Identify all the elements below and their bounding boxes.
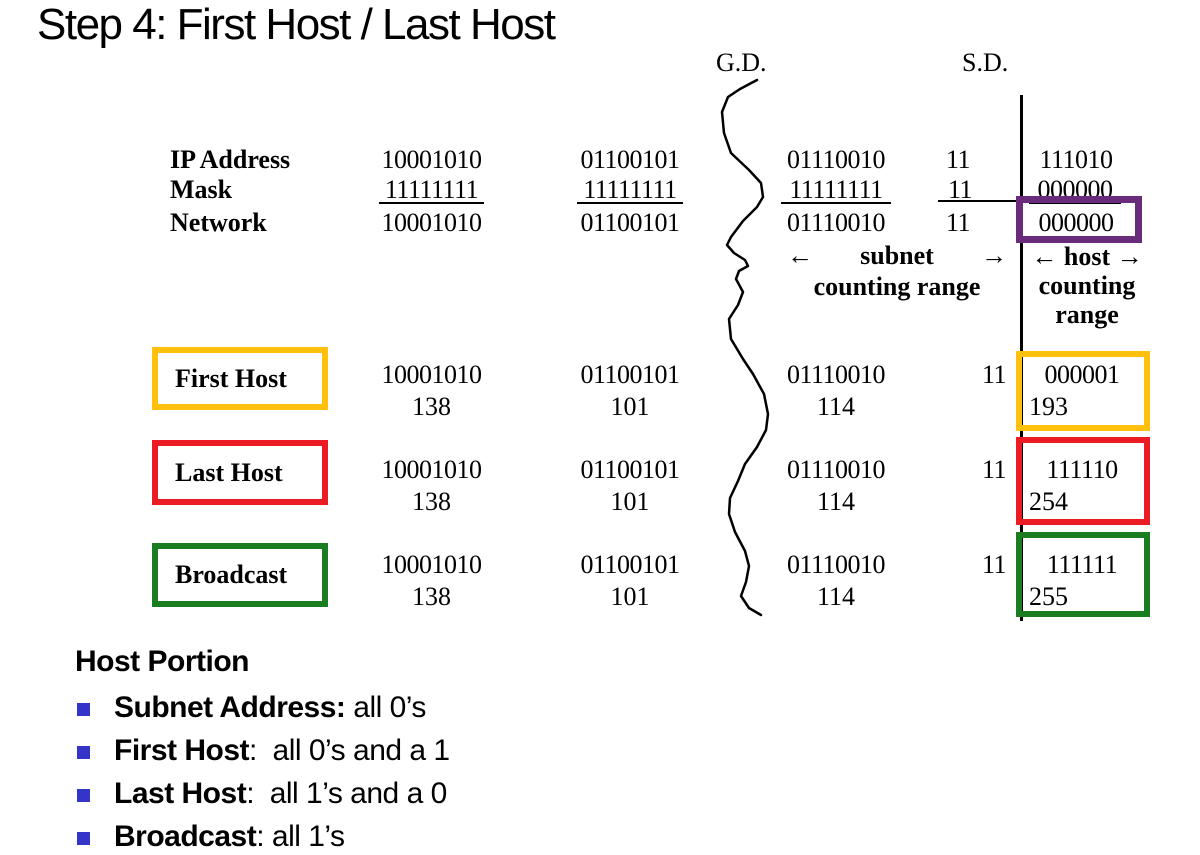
first-host-host-binary: 000001 xyxy=(1044,360,1121,389)
broadcast-host-highlight-box xyxy=(1016,532,1150,617)
network-octet3-binary: 01110010 xyxy=(786,208,886,237)
network-octet2-binary: 01100101 xyxy=(580,208,680,237)
bullet-square-icon xyxy=(77,832,90,845)
host-range-line2: counting xyxy=(1038,271,1136,300)
slide-title: Step 4: First Host / Last Host xyxy=(37,0,556,49)
host-portion-heading: Host Portion xyxy=(75,645,249,678)
first-host-label-box: First Host xyxy=(152,347,328,410)
first-host-desc: : all 0’s and a 1 xyxy=(249,734,450,767)
mask-octet1-binary: 11111111 xyxy=(379,176,484,204)
bullet-square-icon xyxy=(77,789,90,802)
last-host-octet2-decimal: 101 xyxy=(610,487,650,516)
broadcast-label: Broadcast xyxy=(175,560,288,589)
host-portion-section: Host Portion Subnet Address: all 0’s Fir… xyxy=(75,645,450,854)
host-range-arrows: ← host → xyxy=(1031,242,1143,271)
first-host-octet3-decimal: 114 xyxy=(816,392,856,421)
host-range-line3: range xyxy=(1055,300,1119,329)
ip-octet1-binary: 10001010 xyxy=(381,145,483,174)
subnet-address-desc: all 0’s xyxy=(345,691,426,724)
list-item-broadcast: Broadcast: all 1’s xyxy=(75,820,450,854)
network-host-highlight-box xyxy=(1016,196,1142,243)
broadcast-term: Broadcast xyxy=(114,820,257,853)
broadcast-label-box: Broadcast xyxy=(152,543,328,607)
last-host-desc: : all 1’s and a 0 xyxy=(246,777,447,810)
subnet-range-sublabel: counting range xyxy=(813,272,981,301)
mask-octet2-binary: 11111111 xyxy=(577,176,683,204)
sd-label: S.D. xyxy=(962,48,1009,77)
list-item-last-host: Last Host: all 1’s and a 0 xyxy=(75,777,450,811)
row-label-mask: Mask xyxy=(170,175,233,204)
broadcast-host-decimal: 255 xyxy=(1029,582,1068,611)
first-host-host-decimal: 193 xyxy=(1029,392,1068,421)
ip-host-bits: 111010 xyxy=(1039,145,1113,174)
first-host-octet3-binary: 01110010 xyxy=(786,360,886,389)
bullet-square-icon xyxy=(77,746,90,759)
subnet-range-label: subnet xyxy=(860,241,934,270)
first-host-octet1-binary: 10001010 xyxy=(381,360,483,389)
broadcast-octet1-decimal: 138 xyxy=(412,582,451,611)
broadcast-octet1-binary: 10001010 xyxy=(381,550,483,579)
first-host-term: First Host xyxy=(114,734,250,767)
last-host-term: Last Host xyxy=(114,777,247,810)
first-host-subnet-bits: 11 xyxy=(981,360,1007,389)
broadcast-octet3-decimal: 114 xyxy=(816,582,856,611)
first-host-host-highlight-box xyxy=(1016,351,1150,431)
first-host-octet2-decimal: 101 xyxy=(610,392,650,421)
network-octet1-binary: 10001010 xyxy=(381,208,483,237)
last-host-label: Last Host xyxy=(175,457,283,487)
host-counting-range: ← host → counting range xyxy=(1027,242,1147,329)
last-host-host-binary: 111110 xyxy=(1046,455,1118,484)
ip-octet3-binary: 01110010 xyxy=(786,145,886,174)
list-item-first-host: First Host: all 0’s and a 1 xyxy=(75,734,450,768)
first-host-label: First Host xyxy=(175,363,287,393)
ip-octet2-binary: 01100101 xyxy=(580,145,680,174)
left-arrow-icon: ← xyxy=(787,241,813,270)
subnet-address-term: Subnet Address: xyxy=(114,691,346,724)
row-label-network: Network xyxy=(170,208,267,237)
broadcast-octet3-binary: 01110010 xyxy=(786,550,886,579)
broadcast-host-binary: 111111 xyxy=(1046,550,1118,579)
last-host-octet3-binary: 01110010 xyxy=(786,455,886,484)
last-host-host-decimal: 254 xyxy=(1029,487,1068,516)
right-arrow-icon: → xyxy=(980,241,1007,270)
last-host-octet1-binary: 10001010 xyxy=(381,455,483,484)
last-host-subnet-bits: 11 xyxy=(981,455,1007,484)
list-item-subnet-address: Subnet Address: all 0’s xyxy=(75,691,450,725)
last-host-octet2-binary: 01100101 xyxy=(580,455,680,484)
last-host-host-highlight-box xyxy=(1016,437,1150,525)
last-host-octet1-decimal: 138 xyxy=(412,487,451,516)
bullet-square-icon xyxy=(77,703,90,716)
gd-label: G.D. xyxy=(716,48,767,77)
last-host-octet3-decimal: 114 xyxy=(816,487,856,516)
network-host-bits: 000000 xyxy=(1038,208,1115,237)
network-subnet-bits: 11 xyxy=(945,208,971,237)
first-host-octet2-binary: 01100101 xyxy=(580,360,680,389)
broadcast-desc: : all 1’s xyxy=(256,820,345,853)
mask-subnet-bits: 11 xyxy=(938,176,1016,203)
broadcast-octet2-binary: 01100101 xyxy=(580,550,680,579)
broadcast-subnet-bits: 11 xyxy=(981,550,1007,579)
mask-octet3-binary: 11111111 xyxy=(781,176,891,204)
ip-subnet-bits: 11 xyxy=(945,145,971,174)
row-label-ip-address: IP Address xyxy=(170,145,291,174)
last-host-label-box: Last Host xyxy=(152,440,328,505)
broadcast-octet2-decimal: 101 xyxy=(610,582,650,611)
first-host-octet1-decimal: 138 xyxy=(412,392,451,421)
gd-squiggle-line xyxy=(720,78,770,617)
subnet-counting-range: ← subnet → counting range xyxy=(781,242,1013,301)
